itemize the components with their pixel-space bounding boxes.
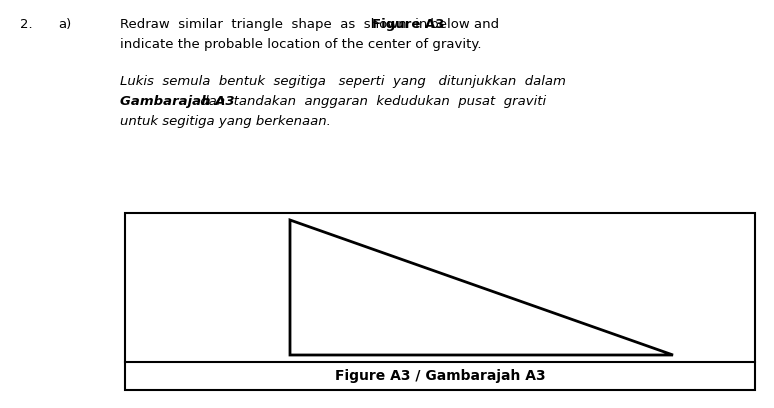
Text: dan  tandakan  anggaran  kedudukan  pusat  graviti: dan tandakan anggaran kedudukan pusat gr… (196, 95, 546, 108)
Text: 2.: 2. (20, 18, 33, 31)
Polygon shape (290, 220, 673, 355)
Text: Figure A3 / Gambarajah A3: Figure A3 / Gambarajah A3 (334, 369, 546, 383)
Text: indicate the probable location of the center of gravity.: indicate the probable location of the ce… (120, 38, 481, 51)
Text: below and: below and (426, 18, 499, 31)
Text: Lukis  semula  bentuk  segitiga   seperti  yang   ditunjukkan  dalam: Lukis semula bentuk segitiga seperti yan… (120, 75, 566, 88)
Bar (125, 213, 755, 390)
Text: a): a) (58, 18, 71, 31)
Text: Figure A3: Figure A3 (372, 18, 444, 31)
Text: untuk segitiga yang berkenaan.: untuk segitiga yang berkenaan. (120, 115, 330, 128)
Text: Redraw  similar  triangle  shape  as  shown  in: Redraw similar triangle shape as shown i… (120, 18, 436, 31)
Text: Gambarajah A3: Gambarajah A3 (120, 95, 235, 108)
